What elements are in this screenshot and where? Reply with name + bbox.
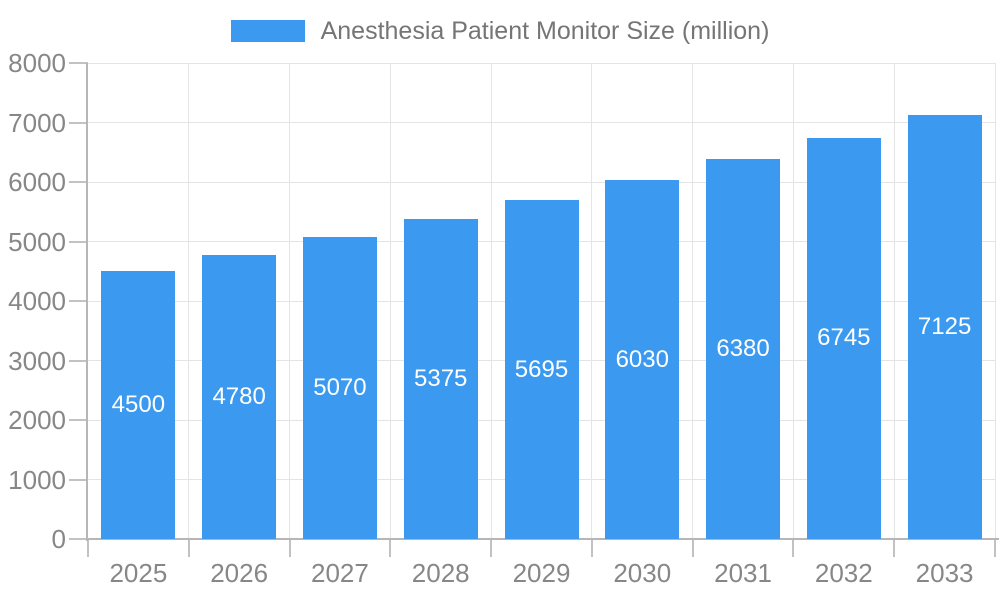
y-axis-label: 0 [51, 524, 66, 554]
bar-2028 [403, 219, 478, 539]
y-axis-tick [69, 181, 88, 183]
chart-legend[interactable]: Anesthesia Patient Monitor Size (million… [0, 17, 1000, 45]
y-axis-label: 3000 [8, 345, 66, 376]
gridline-v [792, 63, 794, 539]
bar-2031 [706, 159, 781, 539]
y-axis-label: 7000 [8, 107, 66, 138]
x-axis-label: 2033 [915, 558, 974, 588]
bar-value-label: 5070 [313, 374, 367, 402]
x-axis-label: 2027 [311, 558, 369, 588]
y-axis-label: 5000 [8, 226, 66, 257]
y-axis-line [86, 63, 88, 541]
x-axis-tick [994, 539, 996, 557]
bar-value-label: 4500 [111, 391, 166, 419]
y-axis-label: 6000 [8, 167, 66, 197]
x-axis-line [86, 538, 999, 540]
bar-2030 [605, 180, 680, 539]
gridline-v [490, 63, 492, 539]
x-axis-label: 2028 [411, 558, 470, 588]
x-axis-tick [87, 539, 89, 557]
bar-value-label: 6380 [716, 335, 770, 363]
y-axis-label: 1000 [8, 464, 66, 495]
y-axis-tick [69, 240, 88, 243]
y-axis-label: 2000 [8, 405, 66, 435]
bar-2033 [907, 115, 982, 539]
gridline-v [994, 63, 996, 539]
bar-2025 [101, 271, 176, 539]
y-axis-label: 4000 [8, 286, 66, 316]
bar-2026 [202, 254, 277, 539]
bar-value-label: 4780 [212, 382, 266, 410]
y-axis-tick [69, 121, 88, 124]
bar-value-label: 6030 [615, 345, 669, 373]
bar-value-label: 6745 [817, 324, 871, 352]
x-axis-label: 2025 [109, 558, 168, 588]
x-axis-tick [792, 539, 795, 557]
x-axis-tick [187, 539, 190, 557]
x-axis-tick [490, 539, 493, 557]
y-axis-tick [69, 359, 88, 362]
x-axis-label: 2026 [210, 558, 269, 588]
x-axis-tick [590, 539, 593, 557]
bar-value-label: 5695 [514, 355, 569, 383]
x-axis-label: 2029 [512, 558, 571, 588]
x-axis-tick [691, 539, 694, 557]
gridline-v [188, 63, 190, 539]
x-axis-label: 2031 [714, 558, 772, 588]
gridline-v [692, 63, 694, 539]
y-axis-tick [69, 300, 88, 302]
x-axis-label: 2032 [814, 558, 873, 588]
x-axis-tick [288, 539, 291, 557]
bar-2029 [504, 200, 579, 539]
y-axis-tick [69, 538, 88, 540]
bar-2027 [302, 237, 377, 539]
y-axis-label: 8000 [8, 48, 66, 78]
x-axis-tick [389, 539, 392, 557]
legend-label: Anesthesia Patient Monitor Size (million… [320, 17, 770, 45]
gridline-v [289, 63, 291, 539]
bar-2032 [806, 137, 881, 539]
gridline-h [88, 122, 995, 123]
gridline-h [88, 62, 995, 64]
legend-swatch [230, 20, 305, 42]
x-axis-tick [893, 539, 896, 557]
y-axis-tick [69, 419, 88, 421]
bar-value-label: 7125 [917, 313, 972, 341]
y-axis-tick [69, 478, 88, 481]
x-axis-label: 2030 [613, 558, 672, 588]
gridline-v [591, 63, 593, 539]
gridline-h [88, 181, 995, 183]
bar-value-label: 5375 [414, 365, 468, 393]
gridline-v [893, 63, 895, 539]
y-axis-tick [69, 62, 88, 64]
gridline-v [389, 63, 391, 539]
